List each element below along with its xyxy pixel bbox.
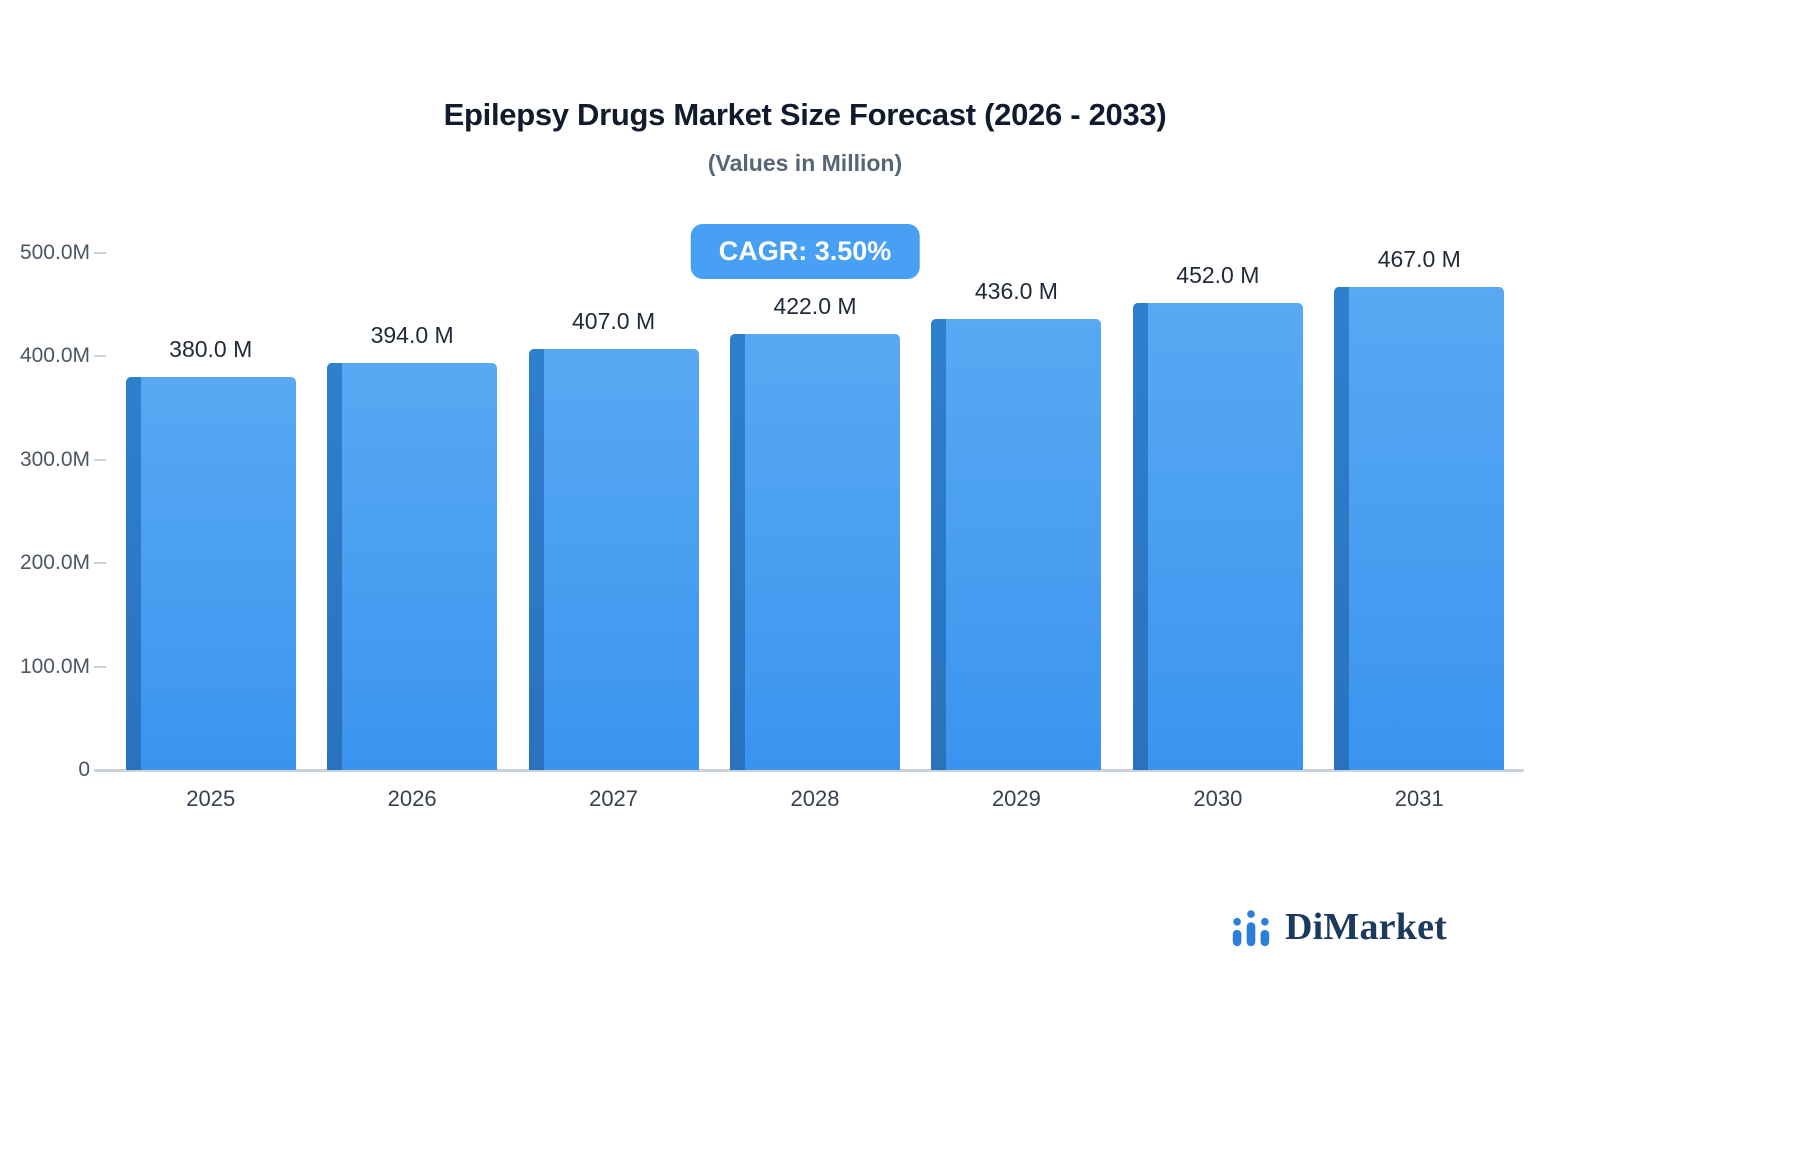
bar-2030 (1132, 303, 1303, 770)
bar-value-label: 407.0 M (572, 308, 656, 334)
bar-value-label: 436.0 M (974, 278, 1058, 304)
page-subtitle: (Values in Million) (707, 150, 903, 176)
y-axis-tick-label: 500.0M (19, 241, 90, 264)
bar-side-shade (729, 334, 745, 770)
cagr-badge: CAGR: 3.50% (690, 224, 920, 279)
y-axis-tick-label: 200.0M (19, 551, 90, 575)
bar-2026 (327, 363, 498, 770)
x-axis-tick-label: 2030 (1193, 786, 1243, 811)
chart-header: Epilepsy Drugs Market Size Forecast (202… (0, 0, 1610, 300)
bar-side-shade (125, 377, 141, 770)
x-axis-tick-label: 2031 (1394, 786, 1444, 811)
y-axis-tick-label: 0 (78, 758, 90, 781)
dimarket-logo-icon (1232, 910, 1270, 947)
y-axis-tick-mark (94, 665, 106, 668)
bar-slot: 467.0 M 2031 (1319, 246, 1520, 811)
bar-value-label: 452.0 M (1176, 262, 1260, 288)
bar-value-label: 394.0 M (370, 322, 454, 348)
y-axis-tick-mark (94, 562, 106, 565)
y-axis-tick-mark (94, 458, 106, 461)
bar-slot: 422.0 M 2028 (714, 253, 915, 811)
bar-side-shade (327, 363, 343, 770)
bar-2027 (528, 349, 699, 770)
bar-slot: 394.0 M 2026 (311, 253, 512, 811)
y-axis-tick-label: 300.0M (19, 447, 90, 471)
dimarket-logo: DiMarket (1228, 902, 1447, 952)
x-axis-tick-label: 2027 (589, 786, 639, 811)
bar-value-label: 422.0 M (773, 293, 857, 319)
bar-chart: 500.0M 400.0M 300.0M 200.0M 100.0M 0 380.0 M 20… (20, 241, 1524, 811)
bar-side-shade (931, 319, 947, 770)
bar-side-shade (528, 349, 544, 770)
y-axis-tick-mark (94, 252, 106, 254)
bar-2025 (125, 377, 296, 770)
bar-slot: 380.0 M 2025 (110, 253, 311, 811)
x-axis-baseline (94, 769, 1524, 772)
bar-slot: 436.0 M 2029 (916, 253, 1117, 811)
dimarket-wordmark: DiMarket (1285, 906, 1447, 948)
x-axis-tick-label: 2029 (991, 786, 1041, 811)
bar-2031 (1334, 287, 1505, 770)
y-axis-tick-mark (94, 769, 106, 771)
x-axis-tick-label: 2028 (790, 786, 840, 811)
y-axis-tick-mark (94, 355, 106, 358)
x-axis-tick-label: 2026 (387, 786, 437, 811)
x-axis-tick-label: 2025 (186, 786, 236, 811)
bar-value-label: 467.0 M (1377, 246, 1461, 272)
bar-2028 (729, 334, 900, 770)
bar-slot: 407.0 M 2027 (513, 253, 714, 811)
bar-side-shade (1334, 287, 1350, 770)
bar-2029 (931, 319, 1102, 770)
bar-slot: 452.0 M 2030 (1117, 253, 1318, 811)
bar-side-shade (1132, 303, 1148, 770)
page-title: Epilepsy Drugs Market Size Forecast (202… (443, 97, 1167, 132)
bar-value-label: 380.0 M (169, 336, 253, 362)
y-axis-tick-label: 100.0M (19, 654, 90, 678)
y-axis-tick-label: 400.0M (19, 344, 90, 368)
